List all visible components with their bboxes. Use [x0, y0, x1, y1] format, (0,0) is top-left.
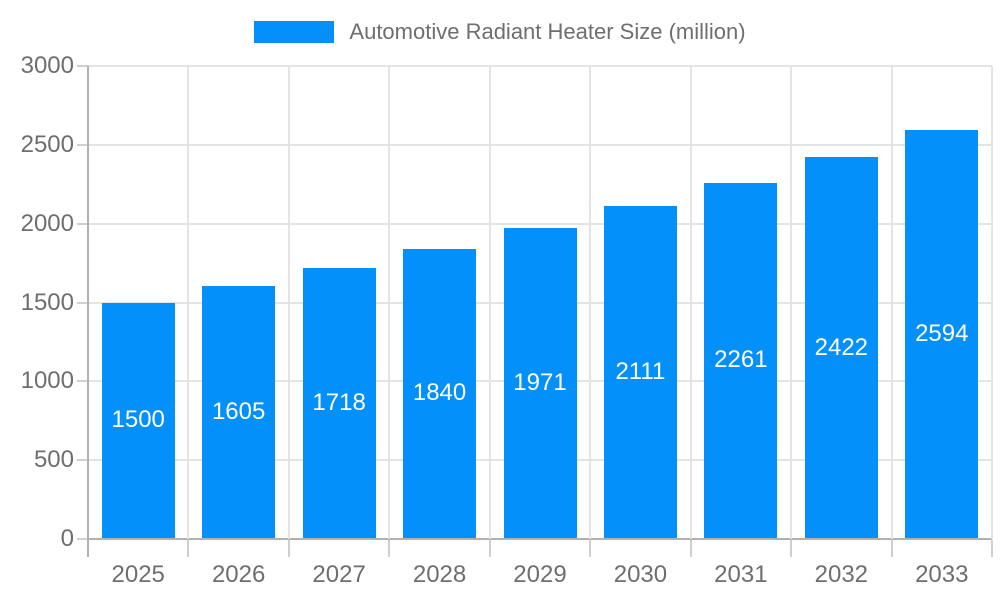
x-tick: [991, 540, 993, 557]
h-gridline: [88, 65, 992, 67]
v-gridline: [388, 66, 391, 539]
bar-value-label: 1605: [211, 397, 266, 425]
legend[interactable]: Automotive Radiant Heater Size (million): [0, 19, 1000, 44]
bar[interactable]: 1971: [503, 228, 577, 538]
bar[interactable]: 1718: [302, 268, 376, 538]
bar[interactable]: 2594: [905, 130, 979, 538]
v-gridline: [589, 66, 592, 539]
x-axis-label: 2028: [412, 561, 467, 588]
bar[interactable]: 1605: [202, 285, 276, 538]
y-axis-label: 3000: [20, 52, 74, 79]
bar[interactable]: 2111: [603, 206, 677, 538]
bar-value-label: 2594: [915, 319, 969, 347]
y-tick: [77, 459, 88, 462]
v-gridline: [991, 66, 993, 539]
y-tick: [77, 143, 88, 146]
y-tick: [77, 380, 88, 383]
x-axis-label: 2030: [613, 561, 668, 588]
bar-value-label: 1718: [312, 389, 366, 417]
y-tick: [77, 538, 88, 540]
v-gridline: [790, 66, 793, 539]
x-tick: [388, 540, 391, 557]
x-tick: [890, 540, 893, 557]
legend-label: Automotive Radiant Heater Size (million): [349, 19, 746, 44]
h-gridline: [88, 222, 992, 225]
h-gridline: [88, 143, 992, 146]
y-axis-label: 1500: [20, 288, 74, 316]
x-axis-label: 2025: [111, 561, 165, 588]
bar[interactable]: 1500: [101, 302, 175, 538]
bar-value-label: 1840: [412, 379, 467, 407]
v-gridline: [287, 66, 290, 539]
y-axis-label: 2000: [20, 209, 74, 237]
x-tick: [488, 540, 491, 557]
x-tick: [287, 540, 290, 557]
v-gridline: [689, 66, 692, 539]
bar[interactable]: 1840: [403, 248, 477, 538]
bar-value-label: 2422: [814, 333, 869, 361]
bar-value-label: 1971: [513, 369, 567, 397]
y-tick: [77, 301, 88, 304]
bar[interactable]: 2422: [804, 157, 878, 538]
x-axis-label: 2026: [211, 561, 266, 588]
v-gridline: [187, 66, 190, 539]
x-axis-label: 2029: [513, 561, 567, 588]
x-axis-label: 2031: [714, 561, 768, 588]
x-axis-label: 2032: [814, 561, 869, 588]
y-tick: [77, 65, 88, 67]
bar-value-label: 2111: [615, 358, 666, 386]
bar-value-label: 1500: [111, 406, 165, 434]
x-axis-line: [88, 538, 992, 540]
y-axis-line: [87, 66, 89, 557]
y-axis-label: 0: [60, 525, 74, 552]
x-axis-label: 2033: [915, 561, 969, 588]
y-axis-label: 1000: [20, 367, 74, 395]
v-gridline: [488, 66, 491, 539]
bar[interactable]: 2261: [704, 182, 778, 538]
y-tick: [77, 222, 88, 225]
x-tick: [187, 540, 190, 557]
legend-swatch: [254, 21, 335, 43]
y-axis-label: 500: [33, 446, 74, 474]
v-gridline: [890, 66, 893, 539]
x-tick: [790, 540, 793, 557]
bar-value-label: 2261: [714, 346, 768, 374]
x-tick: [589, 540, 592, 557]
x-axis-label: 2027: [312, 561, 366, 588]
y-axis-label: 2500: [20, 130, 74, 158]
x-tick: [689, 540, 692, 557]
